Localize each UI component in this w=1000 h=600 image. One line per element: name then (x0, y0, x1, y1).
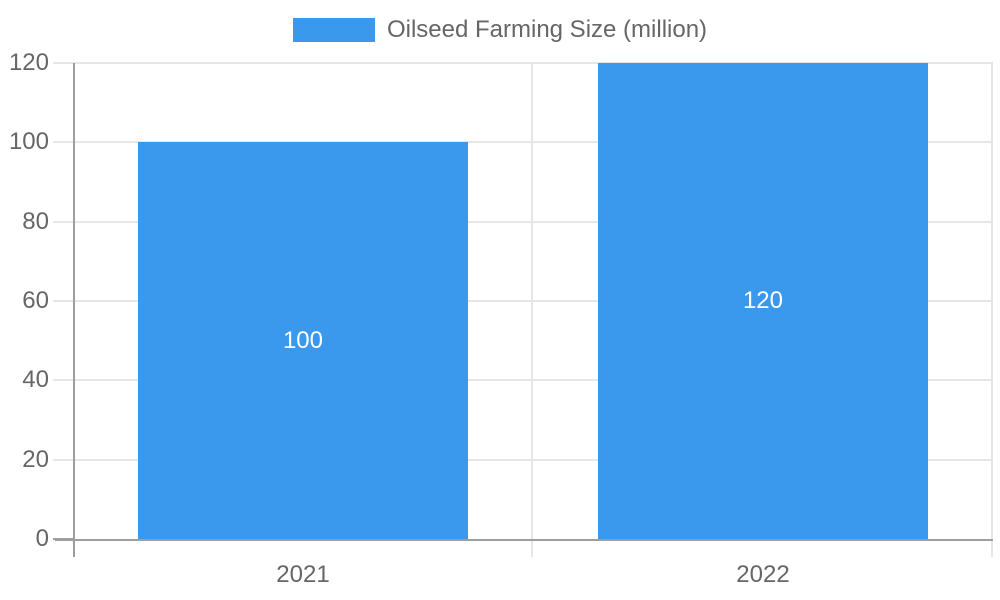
x-axis-line (55, 539, 993, 541)
h-gridline (73, 62, 993, 64)
h-gridline (73, 220, 993, 223)
y-tick (53, 300, 73, 302)
y-axis-label: 0 (35, 525, 49, 552)
x-axis-label: 2021 (276, 561, 330, 588)
y-tick (53, 220, 73, 223)
bar[interactable]: 120 (597, 63, 928, 539)
y-axis-label: 120 (8, 49, 49, 76)
y-tick (53, 141, 73, 144)
bar[interactable]: 100 (137, 142, 468, 539)
h-gridline (73, 458, 993, 461)
bar-value-label: 100 (282, 326, 323, 354)
y-tick (53, 379, 73, 382)
y-tick (53, 458, 73, 461)
y-axis-line (73, 63, 75, 557)
y-axis-label: 80 (22, 207, 49, 235)
y-axis-label: 20 (22, 445, 49, 473)
h-gridline (73, 379, 993, 382)
legend[interactable]: Oilseed Farming Size (million) (0, 16, 1000, 45)
v-gridline (991, 63, 993, 557)
y-axis-label: 60 (22, 287, 49, 314)
bar-value-label: 120 (742, 287, 783, 314)
h-gridline (73, 141, 993, 144)
y-axis-label: 40 (22, 366, 49, 394)
legend-label: Oilseed Farming Size (million) (386, 16, 708, 43)
h-gridline (73, 300, 993, 302)
y-axis-label: 100 (8, 128, 49, 156)
y-tick (53, 62, 73, 64)
legend-swatch-icon (292, 18, 375, 43)
x-axis-label: 2022 (736, 561, 790, 588)
v-gridline (531, 63, 533, 557)
plot-area: 0 20 40 60 80 100 120 100 2021 120 2022 (9, 51, 993, 587)
